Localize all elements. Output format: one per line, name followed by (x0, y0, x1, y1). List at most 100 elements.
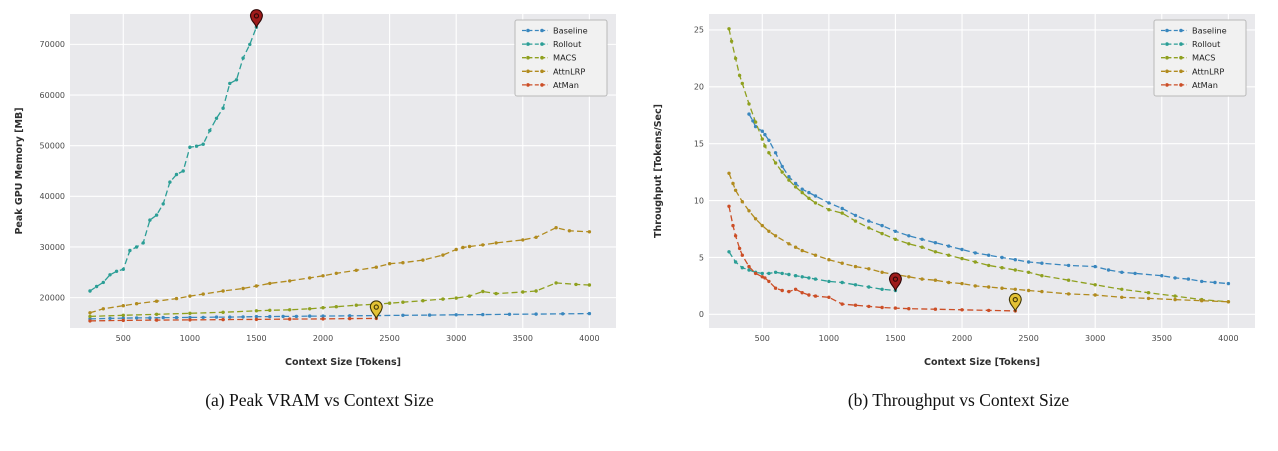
data-point (254, 314, 258, 319)
data-point (866, 304, 870, 309)
data-point (1119, 270, 1123, 274)
data-point (440, 297, 445, 301)
data-point (813, 194, 817, 198)
data-point (766, 271, 771, 276)
data-point (134, 245, 138, 249)
data-point (826, 208, 831, 212)
data-point (773, 234, 777, 238)
data-point (793, 245, 797, 249)
data-point (730, 223, 735, 228)
data-point (737, 73, 741, 78)
data-point (187, 145, 192, 149)
data-point (101, 307, 105, 311)
data-point (454, 313, 458, 317)
data-point (347, 314, 351, 318)
x-tick-label: 3000 (1085, 334, 1105, 343)
data-point (147, 316, 152, 320)
data-point (553, 226, 558, 230)
data-point (480, 289, 484, 294)
data-point (1199, 299, 1203, 303)
data-point (387, 262, 391, 266)
data-point (760, 271, 764, 276)
data-point (254, 309, 258, 313)
legend-sample-marker (1178, 42, 1183, 46)
data-point (760, 137, 764, 141)
data-point (793, 287, 797, 291)
data-point (533, 235, 538, 239)
data-point (107, 273, 112, 277)
data-point (1199, 279, 1203, 284)
data-point (161, 315, 165, 320)
data-point (780, 271, 784, 276)
data-point (147, 218, 152, 222)
data-point (726, 171, 731, 175)
pin-yellow (369, 300, 383, 320)
data-point (154, 213, 158, 217)
data-point (201, 292, 205, 296)
data-point (320, 274, 325, 278)
y-tick-label: 20000 (39, 293, 64, 302)
data-point (154, 318, 158, 322)
legend-label-atman: AtMan (553, 80, 579, 90)
y-tick-label: 20 (693, 83, 703, 92)
data-point (480, 243, 484, 247)
data-point (1066, 263, 1070, 268)
data-point (227, 315, 231, 319)
data-point (254, 317, 258, 322)
data-point (1146, 291, 1150, 295)
legend-sample-marker (1164, 83, 1169, 87)
legend-sample-marker (525, 83, 530, 87)
data-point (87, 319, 92, 323)
data-point (427, 313, 431, 317)
data-point (493, 241, 498, 245)
y-tick-label: 70000 (39, 40, 64, 49)
data-point (760, 275, 764, 279)
data-point (1186, 277, 1190, 281)
data-point (780, 170, 784, 174)
data-point (806, 190, 811, 195)
data-point (573, 282, 578, 287)
data-point (1093, 264, 1097, 269)
legend-sample-marker (539, 83, 544, 87)
y-tick-label: 5 (698, 253, 703, 262)
legend-sample-marker (1178, 83, 1183, 87)
data-point (87, 314, 92, 319)
legend-sample-marker (539, 28, 544, 33)
data-point (587, 311, 591, 316)
data-point (107, 316, 112, 321)
data-point (420, 258, 425, 262)
x-tick-label: 2500 (379, 334, 399, 343)
legend-sample-marker (539, 55, 544, 60)
data-point (220, 106, 225, 110)
data-point (746, 102, 751, 106)
data-point (227, 81, 231, 86)
data-point (840, 280, 844, 285)
data-point (101, 280, 105, 285)
data-point (1172, 294, 1177, 298)
data-point (740, 81, 744, 86)
data-point (766, 279, 771, 284)
y-tick-label: 10 (693, 196, 703, 205)
legend-sample-marker (1164, 55, 1169, 60)
data-point (762, 132, 767, 137)
data-point (167, 180, 172, 184)
data-point (1226, 281, 1230, 286)
data-point (959, 281, 964, 286)
data-point (1013, 268, 1017, 272)
x-tick-label: 1000 (179, 334, 199, 343)
data-point (400, 261, 405, 265)
data-point (320, 306, 325, 310)
data-point (786, 178, 791, 182)
data-point (181, 169, 185, 173)
data-point (740, 253, 744, 257)
series-line-attnlrp (89, 227, 589, 314)
data-point (773, 270, 777, 274)
data-point (906, 242, 910, 246)
legend-label-macs: MACS (553, 53, 576, 63)
x-tick-label: 1500 (246, 334, 266, 343)
data-point (267, 308, 271, 312)
data-point (1066, 292, 1070, 296)
data-point (946, 253, 950, 257)
data-point (400, 313, 405, 317)
y-tick-label: 0 (698, 310, 703, 319)
